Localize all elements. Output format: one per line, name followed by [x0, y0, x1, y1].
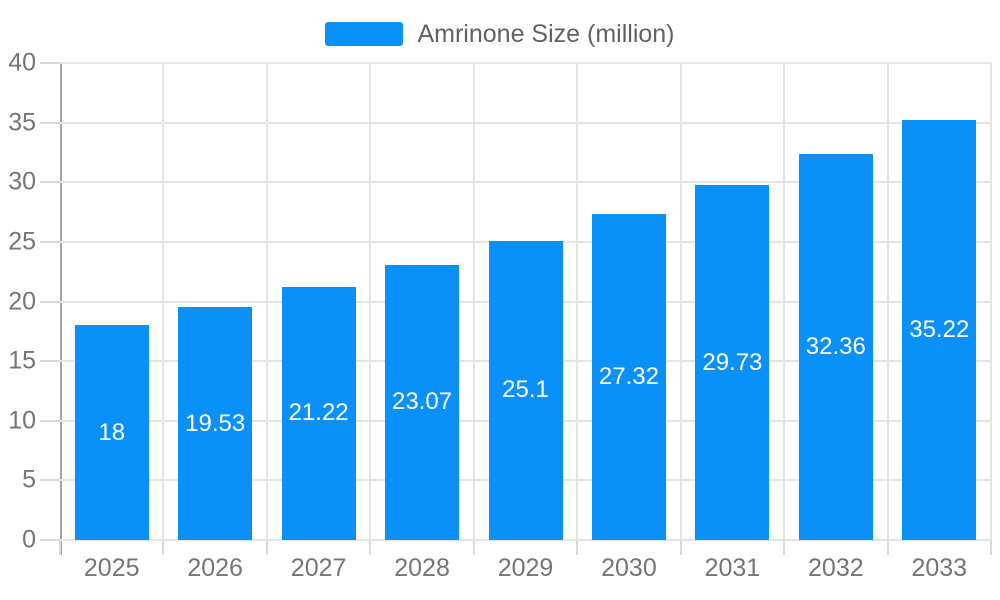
x-axis-tick: [472, 540, 475, 555]
bar-2032: 32.36: [798, 154, 873, 540]
x-axis-tick: [265, 540, 268, 555]
y-axis-tick: [40, 360, 60, 363]
gridline-vertical: [369, 63, 372, 540]
gridline-vertical: [472, 63, 475, 540]
gridline-horizontal: [60, 181, 991, 184]
bar-value-label: 27.32: [598, 363, 659, 391]
x-axis-tick: [679, 540, 682, 555]
x-axis-tick: [162, 540, 165, 555]
gridline-vertical: [576, 63, 579, 540]
gridline-horizontal: [60, 62, 991, 64]
bar-2025: 18: [74, 325, 149, 540]
bar-2030: 27.32: [591, 214, 666, 540]
y-axis-label: 5: [22, 465, 36, 494]
y-axis-labels: 0 5 10 15 20 25 30 35 40: [0, 50, 36, 552]
gridline-vertical: [886, 63, 889, 540]
bar-2033: 35.22: [902, 120, 977, 540]
y-axis-label: 40: [8, 48, 36, 77]
legend-label[interactable]: Amrinone Size (million): [417, 19, 675, 48]
bar-value-label: 18: [98, 418, 126, 446]
x-axis-tick: [369, 540, 372, 555]
y-axis-tick: [40, 181, 60, 184]
bar-2029: 25.1: [488, 240, 563, 540]
y-axis-line: [60, 63, 62, 555]
x-axis-label: 2031: [704, 554, 761, 582]
gridline-vertical: [265, 63, 268, 540]
y-axis-label: 10: [8, 406, 36, 435]
gridline-vertical: [162, 63, 165, 540]
y-axis-tick: [40, 240, 60, 243]
bar-2026: 19.53: [178, 307, 253, 540]
x-axis-labels: 2025 2026 2027 2028 2029 2030 2031 2032 2033: [60, 556, 991, 586]
bar-value-label: 23.07: [392, 388, 453, 416]
bar-2028: 23.07: [385, 264, 460, 540]
x-axis-tick: [783, 540, 786, 555]
y-axis-label: 20: [8, 287, 36, 315]
gridline-vertical: [990, 63, 992, 540]
x-axis-label: 2026: [187, 554, 243, 582]
gridline-horizontal: [60, 539, 991, 541]
chart-legend: Amrinone Size (million): [0, 20, 1000, 48]
bar-value-label: 21.22: [288, 399, 349, 427]
y-axis-tick: [40, 419, 60, 422]
x-axis-label: 2028: [394, 554, 450, 582]
x-axis-label: 2033: [911, 554, 968, 582]
y-axis-tick: [40, 300, 60, 303]
legend-swatch[interactable]: [325, 22, 404, 46]
y-axis-tick: [40, 539, 60, 541]
x-axis-label: 2032: [808, 554, 864, 582]
y-axis-label: 35: [8, 108, 36, 137]
y-axis-label: 0: [22, 525, 36, 554]
bar-value-label: 29.73: [702, 348, 763, 376]
x-axis-label: 2027: [290, 554, 347, 582]
y-axis-tick: [40, 62, 60, 64]
x-axis-tick: [990, 540, 992, 555]
bar-value-label: 32.36: [805, 333, 866, 361]
y-axis-label: 25: [8, 227, 36, 256]
x-axis-tick: [576, 540, 579, 555]
y-axis-label: 15: [8, 346, 36, 375]
x-axis-tick: [59, 540, 61, 555]
bar-value-label: 35.22: [909, 316, 970, 343]
bar-2027: 21.22: [281, 286, 356, 540]
x-axis-label: 2025: [83, 554, 140, 582]
gridline-vertical: [679, 63, 682, 540]
y-axis-tick: [40, 479, 60, 482]
y-axis-label: 30: [8, 167, 36, 196]
bar-2031: 29.73: [695, 185, 770, 540]
x-axis-tick: [886, 540, 889, 555]
plot-area: 18 19.53 21.22 23.07 25.1 27.32 29.73 32.36 35.2…: [40, 62, 992, 555]
y-axis-tick: [40, 121, 60, 124]
x-axis-label: 2029: [497, 554, 554, 582]
gridline-horizontal: [60, 121, 991, 124]
x-axis-label: 2030: [601, 554, 657, 582]
bar-value-label: 19.53: [185, 409, 246, 437]
gridline-vertical: [783, 63, 786, 540]
bar-value-label: 25.1: [502, 376, 549, 404]
